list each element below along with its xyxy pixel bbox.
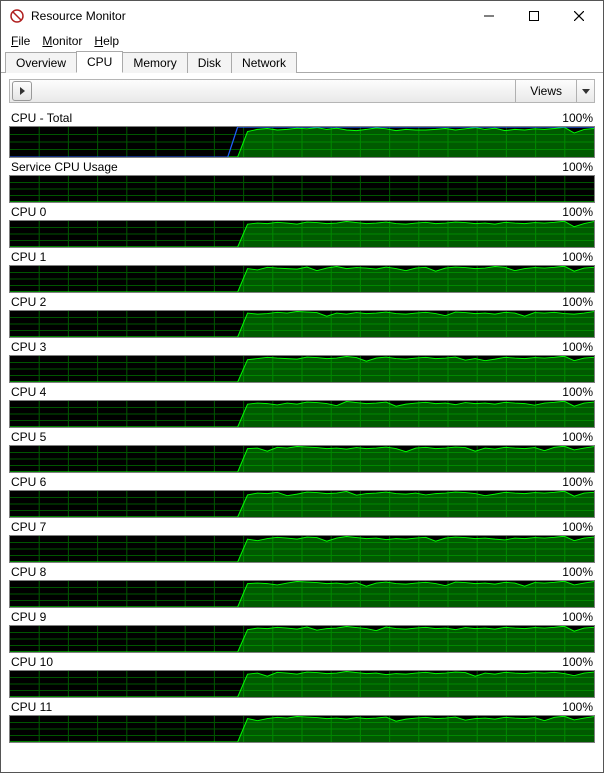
graph-block: CPU 7 100% bbox=[9, 518, 595, 563]
graph-block: CPU 5 100% bbox=[9, 428, 595, 473]
graph-block: CPU 11 100% bbox=[9, 698, 595, 743]
graph-canvas bbox=[9, 400, 595, 428]
graph-label-row: CPU 6 100% bbox=[9, 473, 595, 490]
graph-canvas bbox=[9, 220, 595, 248]
menubar: File Monitor Help bbox=[1, 31, 603, 51]
graph-block: CPU 1 100% bbox=[9, 248, 595, 293]
menu-help[interactable]: Help bbox=[88, 32, 125, 50]
graph-label-row: CPU 5 100% bbox=[9, 428, 595, 445]
graph-title: CPU 10 bbox=[11, 655, 53, 669]
minimize-button[interactable] bbox=[466, 2, 511, 30]
window-controls bbox=[466, 2, 601, 30]
graph-canvas bbox=[9, 490, 595, 518]
graph-title: Service CPU Usage bbox=[11, 160, 118, 174]
graph-block: CPU 0 100% bbox=[9, 203, 595, 248]
graph-max-label: 100% bbox=[562, 610, 593, 624]
expand-button[interactable] bbox=[12, 81, 32, 101]
graph-label-row: CPU 9 100% bbox=[9, 608, 595, 625]
graph-max-label: 100% bbox=[562, 160, 593, 174]
graph-block: CPU 6 100% bbox=[9, 473, 595, 518]
graph-canvas bbox=[9, 445, 595, 473]
graph-canvas bbox=[9, 715, 595, 743]
graph-label-row: CPU 8 100% bbox=[9, 563, 595, 580]
graph-title: CPU 8 bbox=[11, 565, 46, 579]
graph-canvas bbox=[9, 580, 595, 608]
graph-title: CPU 0 bbox=[11, 205, 46, 219]
graph-max-label: 100% bbox=[562, 655, 593, 669]
graph-label-row: CPU 4 100% bbox=[9, 383, 595, 400]
titlebar: Resource Monitor bbox=[1, 1, 603, 31]
graph-title: CPU 11 bbox=[11, 700, 52, 714]
close-button[interactable] bbox=[556, 2, 601, 30]
chevron-right-icon bbox=[20, 84, 25, 98]
graph-max-label: 100% bbox=[562, 385, 593, 399]
graph-title: CPU - Total bbox=[11, 111, 72, 125]
graph-max-label: 100% bbox=[562, 565, 593, 579]
graph-title: CPU 5 bbox=[11, 430, 46, 444]
graph-block: CPU - Total 100% bbox=[9, 109, 595, 158]
graph-canvas bbox=[9, 175, 595, 203]
graph-title: CPU 4 bbox=[11, 385, 46, 399]
tab-network[interactable]: Network bbox=[231, 52, 297, 73]
graph-max-label: 100% bbox=[562, 430, 593, 444]
graph-max-label: 100% bbox=[562, 295, 593, 309]
window-title: Resource Monitor bbox=[31, 9, 466, 23]
graph-title: CPU 6 bbox=[11, 475, 46, 489]
graph-title: CPU 2 bbox=[11, 295, 46, 309]
graph-title: CPU 7 bbox=[11, 520, 46, 534]
graph-label-row: CPU 1 100% bbox=[9, 248, 595, 265]
graph-max-label: 100% bbox=[562, 111, 593, 125]
content-area: Views CPU - Total 100% Service CPU Usage 10… bbox=[1, 73, 603, 772]
graph-label-row: CPU 3 100% bbox=[9, 338, 595, 355]
graph-label-row: CPU 10 100% bbox=[9, 653, 595, 670]
menu-monitor[interactable]: Monitor bbox=[36, 32, 88, 50]
graph-block: CPU 4 100% bbox=[9, 383, 595, 428]
app-icon bbox=[9, 8, 25, 24]
graph-max-label: 100% bbox=[562, 205, 593, 219]
graph-block: Service CPU Usage 100% bbox=[9, 158, 595, 203]
tabbar: Overview CPU Memory Disk Network bbox=[1, 51, 603, 73]
tab-memory[interactable]: Memory bbox=[122, 52, 187, 73]
graph-block: CPU 8 100% bbox=[9, 563, 595, 608]
graph-canvas bbox=[9, 355, 595, 383]
views-dropdown[interactable] bbox=[576, 80, 594, 102]
graph-canvas bbox=[9, 265, 595, 293]
graph-max-label: 100% bbox=[562, 520, 593, 534]
graph-block: CPU 9 100% bbox=[9, 608, 595, 653]
graph-title: CPU 1 bbox=[11, 250, 46, 264]
graph-max-label: 100% bbox=[562, 250, 593, 264]
tab-disk[interactable]: Disk bbox=[187, 52, 232, 73]
graph-label-row: CPU 0 100% bbox=[9, 203, 595, 220]
tab-cpu[interactable]: CPU bbox=[76, 51, 123, 73]
graphs-container: CPU - Total100%Service CPU Usage100%CPU … bbox=[9, 109, 595, 743]
graph-max-label: 100% bbox=[562, 700, 593, 714]
graph-block: CPU 3 100% bbox=[9, 338, 595, 383]
graph-title: CPU 3 bbox=[11, 340, 46, 354]
graph-title: CPU 9 bbox=[11, 610, 46, 624]
graph-canvas bbox=[9, 625, 595, 653]
graph-canvas bbox=[9, 310, 595, 338]
graph-label-row: CPU - Total 100% bbox=[9, 109, 595, 126]
graph-canvas bbox=[9, 535, 595, 563]
tab-overview[interactable]: Overview bbox=[5, 52, 77, 73]
views-button[interactable]: Views bbox=[515, 80, 576, 102]
graph-block: CPU 10 100% bbox=[9, 653, 595, 698]
graph-block: CPU 2 100% bbox=[9, 293, 595, 338]
graph-label-row: Service CPU Usage 100% bbox=[9, 158, 595, 175]
graph-max-label: 100% bbox=[562, 340, 593, 354]
maximize-button[interactable] bbox=[511, 2, 556, 30]
graph-max-label: 100% bbox=[562, 475, 593, 489]
views-group: Views bbox=[515, 80, 594, 102]
graph-canvas bbox=[9, 670, 595, 698]
graph-label-row: CPU 11 100% bbox=[9, 698, 595, 715]
menu-file[interactable]: File bbox=[5, 32, 36, 50]
graph-label-row: CPU 7 100% bbox=[9, 518, 595, 535]
graph-label-row: CPU 2 100% bbox=[9, 293, 595, 310]
graph-canvas bbox=[9, 126, 595, 158]
panel-header: Views bbox=[9, 79, 595, 103]
